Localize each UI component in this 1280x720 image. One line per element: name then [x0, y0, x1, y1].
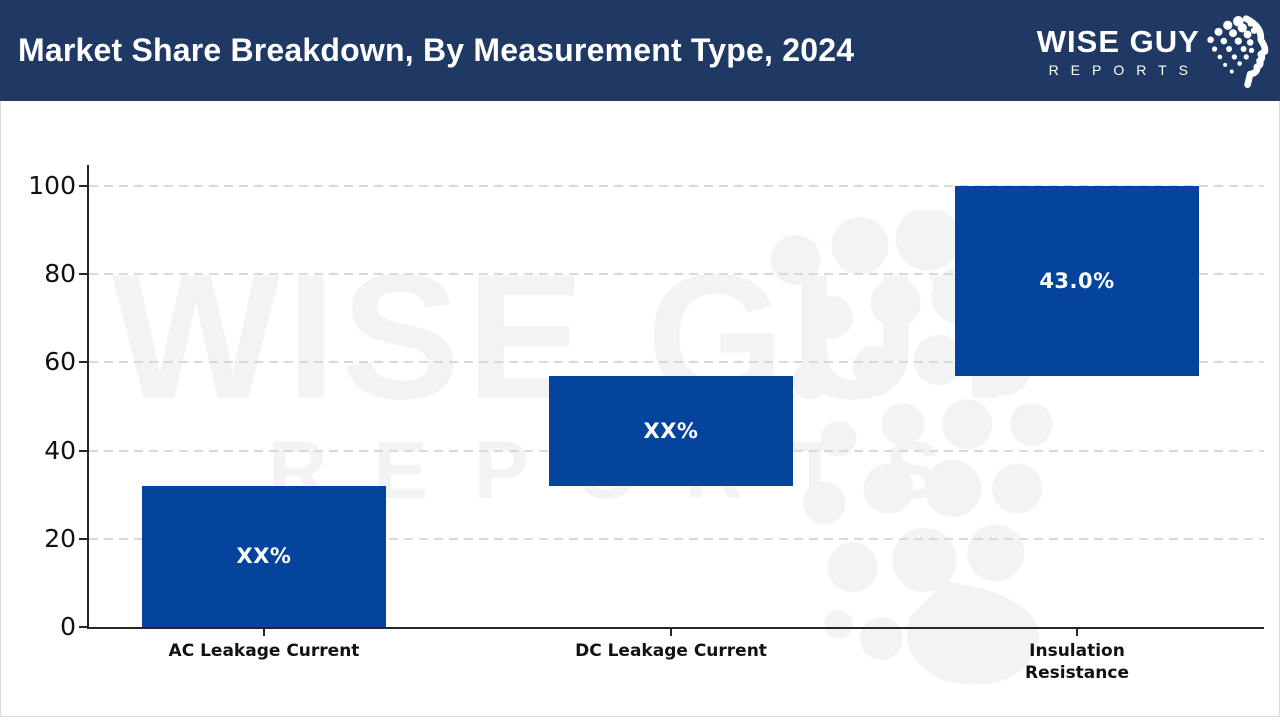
y-axis-tick-label: 60: [44, 347, 76, 377]
header-bar: Market Share Breakdown, By Measurement T…: [0, 0, 1280, 101]
y-axis-tick: [79, 449, 87, 452]
x-axis-tick: [263, 629, 265, 636]
x-axis-line: [87, 627, 1264, 629]
category-label: DC Leakage Current: [575, 641, 767, 661]
bar-value-label: XX%: [643, 418, 699, 443]
gridline: [89, 273, 1264, 276]
y-axis-tick-label: 40: [44, 435, 76, 465]
bar: 43.0%: [955, 186, 1199, 376]
y-axis-tick-label: 80: [44, 259, 76, 289]
frame-left-border: [0, 101, 1, 717]
category-label: Insulation Resistance: [1025, 641, 1129, 684]
frame-bottom-border: [0, 716, 1280, 717]
brand-subname: REPORTS: [1048, 61, 1200, 78]
gridline: [89, 361, 1264, 364]
gridline: [89, 537, 1264, 540]
y-axis-tick: [79, 361, 87, 364]
bar-value-label: XX%: [236, 544, 292, 569]
brand-logo-text: WISE GUY REPORTS: [1037, 26, 1200, 77]
gridline: [89, 185, 1264, 187]
y-axis-tick-label: 100: [28, 171, 76, 200]
page-title: Market Share Breakdown, By Measurement T…: [18, 32, 855, 68]
x-axis-tick: [1076, 629, 1078, 636]
x-axis-tick: [670, 629, 672, 636]
brand-name: WISE GUY: [1036, 23, 1200, 59]
bar: XX%: [142, 485, 386, 627]
y-axis-tick: [79, 537, 87, 540]
y-axis-tick: [79, 626, 87, 628]
y-axis-line: [87, 165, 89, 629]
bar: XX%: [549, 375, 793, 486]
y-axis-tick-label: 20: [44, 523, 76, 553]
y-axis-tick: [79, 185, 87, 187]
bar-value-label: 43.0%: [1039, 268, 1115, 293]
y-axis-tick-label: 0: [60, 612, 76, 641]
category-label: AC Leakage Current: [168, 641, 360, 661]
brand-logo: WISE GUY REPORTS: [1037, 6, 1270, 96]
y-axis-tick: [79, 273, 87, 276]
dotted-face-icon: [1207, 15, 1269, 88]
